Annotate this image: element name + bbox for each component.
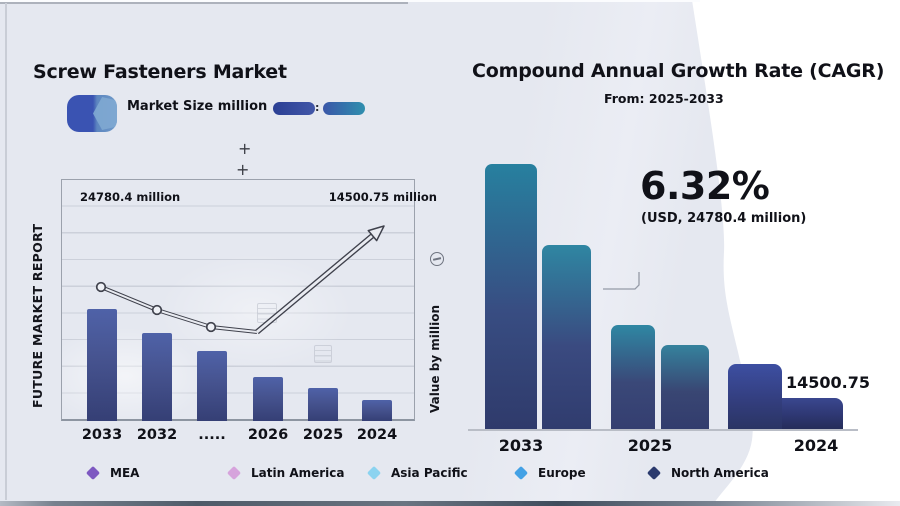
top-edge-line bbox=[0, 2, 408, 4]
screw-facet-shape bbox=[93, 97, 117, 130]
x-axis-label: ..... bbox=[198, 427, 226, 443]
pill-colon: : bbox=[315, 101, 320, 114]
market-size-legend-label: Market Size million bbox=[127, 99, 268, 114]
cagr-value: 6.32% bbox=[640, 164, 770, 208]
cagr-bar bbox=[611, 325, 655, 430]
legend-label: North America bbox=[671, 466, 769, 480]
cagr-annotation-value: 14500.75 bbox=[786, 373, 871, 392]
legend-label: Latin America bbox=[251, 466, 345, 480]
screw-fastener-icon bbox=[67, 95, 117, 132]
plus-mark-icon: + bbox=[236, 160, 250, 179]
scale-pill-left-icon bbox=[273, 102, 315, 115]
market-size-bar bbox=[142, 333, 172, 421]
bottom-edge-bar bbox=[0, 501, 900, 506]
x-axis-label: 2033 bbox=[81, 427, 123, 443]
market-size-bar bbox=[87, 309, 117, 421]
legend-item-mea[interactable]: MEA bbox=[85, 465, 140, 481]
cagr-bar bbox=[782, 398, 843, 430]
cagr-bar bbox=[485, 164, 537, 430]
x-axis-label: 2032 bbox=[136, 427, 178, 443]
legend-label: Europe bbox=[538, 466, 586, 480]
top-edge-highlight bbox=[0, 0, 700, 2]
x-axis-label: 2024 bbox=[793, 436, 839, 455]
minus-circle-icon bbox=[430, 252, 444, 266]
future-market-report-label: FUTURE MARKET REPORT bbox=[30, 223, 45, 408]
x-axis-label: 2025 bbox=[302, 427, 344, 443]
x-axis-label: 2033 bbox=[498, 436, 544, 455]
legend-item-north-america[interactable]: North America bbox=[646, 465, 769, 481]
scale-pill-right-icon bbox=[323, 102, 365, 115]
plus-mark-icon: + bbox=[238, 139, 252, 158]
cagr-title: Compound Annual Growth Rate (CAGR) bbox=[472, 60, 885, 82]
legend-diamond-icon bbox=[366, 465, 382, 481]
legend-diamond-icon bbox=[85, 465, 101, 481]
market-size-bar bbox=[308, 388, 338, 421]
market-size-bar bbox=[253, 377, 283, 421]
left-edge-line bbox=[5, 3, 7, 500]
legend-diamond-icon bbox=[513, 465, 529, 481]
legend-diamond-icon bbox=[646, 465, 662, 481]
page-title: Screw Fasteners Market bbox=[33, 61, 287, 83]
x-axis-label: 2026 bbox=[247, 427, 289, 443]
legend-item-europe[interactable]: Europe bbox=[513, 465, 586, 481]
x-axis-label: 2024 bbox=[356, 427, 398, 443]
market-size-bar bbox=[197, 351, 227, 421]
legend-item-asia-pacific[interactable]: Asia Pacific bbox=[366, 465, 468, 481]
cagr-note: (USD, 24780.4 million) bbox=[641, 211, 807, 226]
chart-value-right: 14500.75 million bbox=[328, 190, 437, 204]
cagr-bar bbox=[728, 364, 782, 430]
clipboard-watermark-icon bbox=[314, 345, 332, 363]
cagr-bar bbox=[542, 245, 591, 430]
cagr-bar bbox=[661, 345, 709, 430]
clipboard-watermark-icon bbox=[257, 303, 277, 323]
market-size-bar bbox=[362, 400, 392, 421]
legend-item-latin-america[interactable]: Latin America bbox=[226, 465, 345, 481]
value-axis-label: Value by million bbox=[428, 304, 442, 413]
x-axis-label: 2025 bbox=[627, 436, 673, 455]
cagr-subtitle: From: 2025-2033 bbox=[604, 91, 724, 106]
legend-label: Asia Pacific bbox=[391, 466, 468, 480]
legend-label: MEA bbox=[110, 466, 140, 480]
cagr-axis-line bbox=[468, 429, 858, 431]
legend-diamond-icon bbox=[226, 465, 242, 481]
chart-value-left: 24780.4 million bbox=[80, 190, 181, 204]
